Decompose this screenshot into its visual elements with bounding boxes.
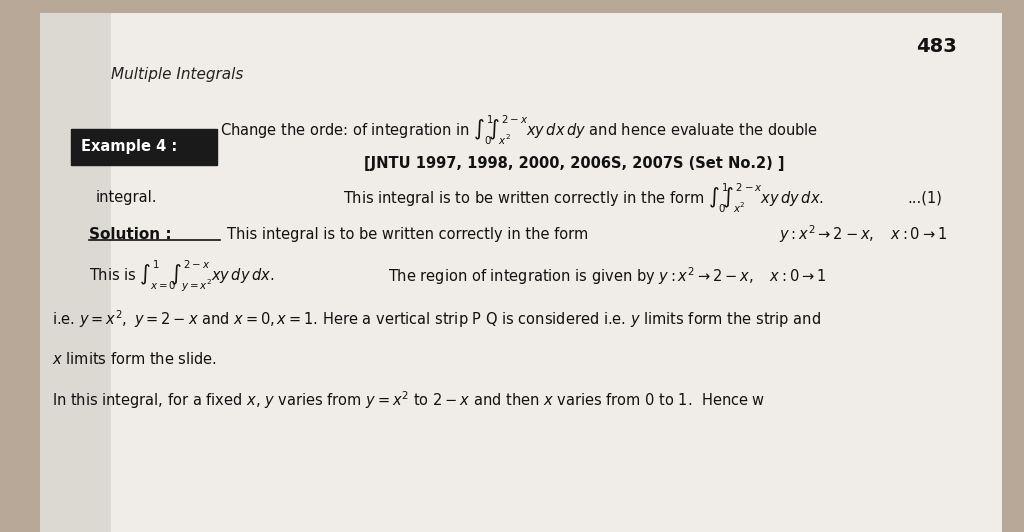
Text: ...(1): ...(1) <box>907 190 942 205</box>
Text: Change the orde: of integration in $\int_0^1\!\!\int_{x^2}^{2-x} xy\, dx\, dy$ a: Change the orde: of integration in $\int… <box>219 114 818 147</box>
Text: Example 4 :: Example 4 : <box>81 139 177 154</box>
Text: In this integral, for a fixed $x$, $y$ varies from $y=x^2$ to $2-x$ and then $x$: In this integral, for a fixed $x$, $y$ v… <box>52 389 766 411</box>
Text: integral.: integral. <box>95 190 158 205</box>
FancyBboxPatch shape <box>40 13 111 532</box>
Text: 483: 483 <box>916 37 957 56</box>
Text: $x$ limits form the slide.: $x$ limits form the slide. <box>52 351 217 367</box>
Text: Solution :: Solution : <box>89 227 171 242</box>
Text: This integral is to be written correctly in the form: This integral is to be written correctly… <box>226 227 588 242</box>
Text: [JNTU 1997, 1998, 2000, 2006S, 2007S (Set No.2) ]: [JNTU 1997, 1998, 2000, 2006S, 2007S (Se… <box>364 156 784 171</box>
Text: $y : x^2 \rightarrow 2-x,\quad x : 0 \rightarrow 1$: $y : x^2 \rightarrow 2-x,\quad x : 0 \ri… <box>779 223 947 245</box>
Text: Multiple Integrals: Multiple Integrals <box>111 66 243 81</box>
Text: i.e. $y=x^2,\ y=2-x$ and $x=0, x=1$. Here a vertical strip P Q is considered i.e: i.e. $y=x^2,\ y=2-x$ and $x=0, x=1$. Her… <box>52 309 821 330</box>
Text: This is $\int_{x=0}^{1}\!\!\int_{y=x^2}^{2-x} xy\, dy\, dx.$: This is $\int_{x=0}^{1}\!\!\int_{y=x^2}^… <box>89 259 274 294</box>
Text: This integral is to be written correctly in the form $\int_0^1\!\!\int_{x^2}^{2-: This integral is to be written correctly… <box>342 181 823 214</box>
FancyBboxPatch shape <box>40 13 1002 532</box>
Text: The region of integration is given by $y : x^2 \rightarrow 2-x,\quad x : 0 \righ: The region of integration is given by $y… <box>388 266 826 287</box>
FancyBboxPatch shape <box>71 129 217 165</box>
